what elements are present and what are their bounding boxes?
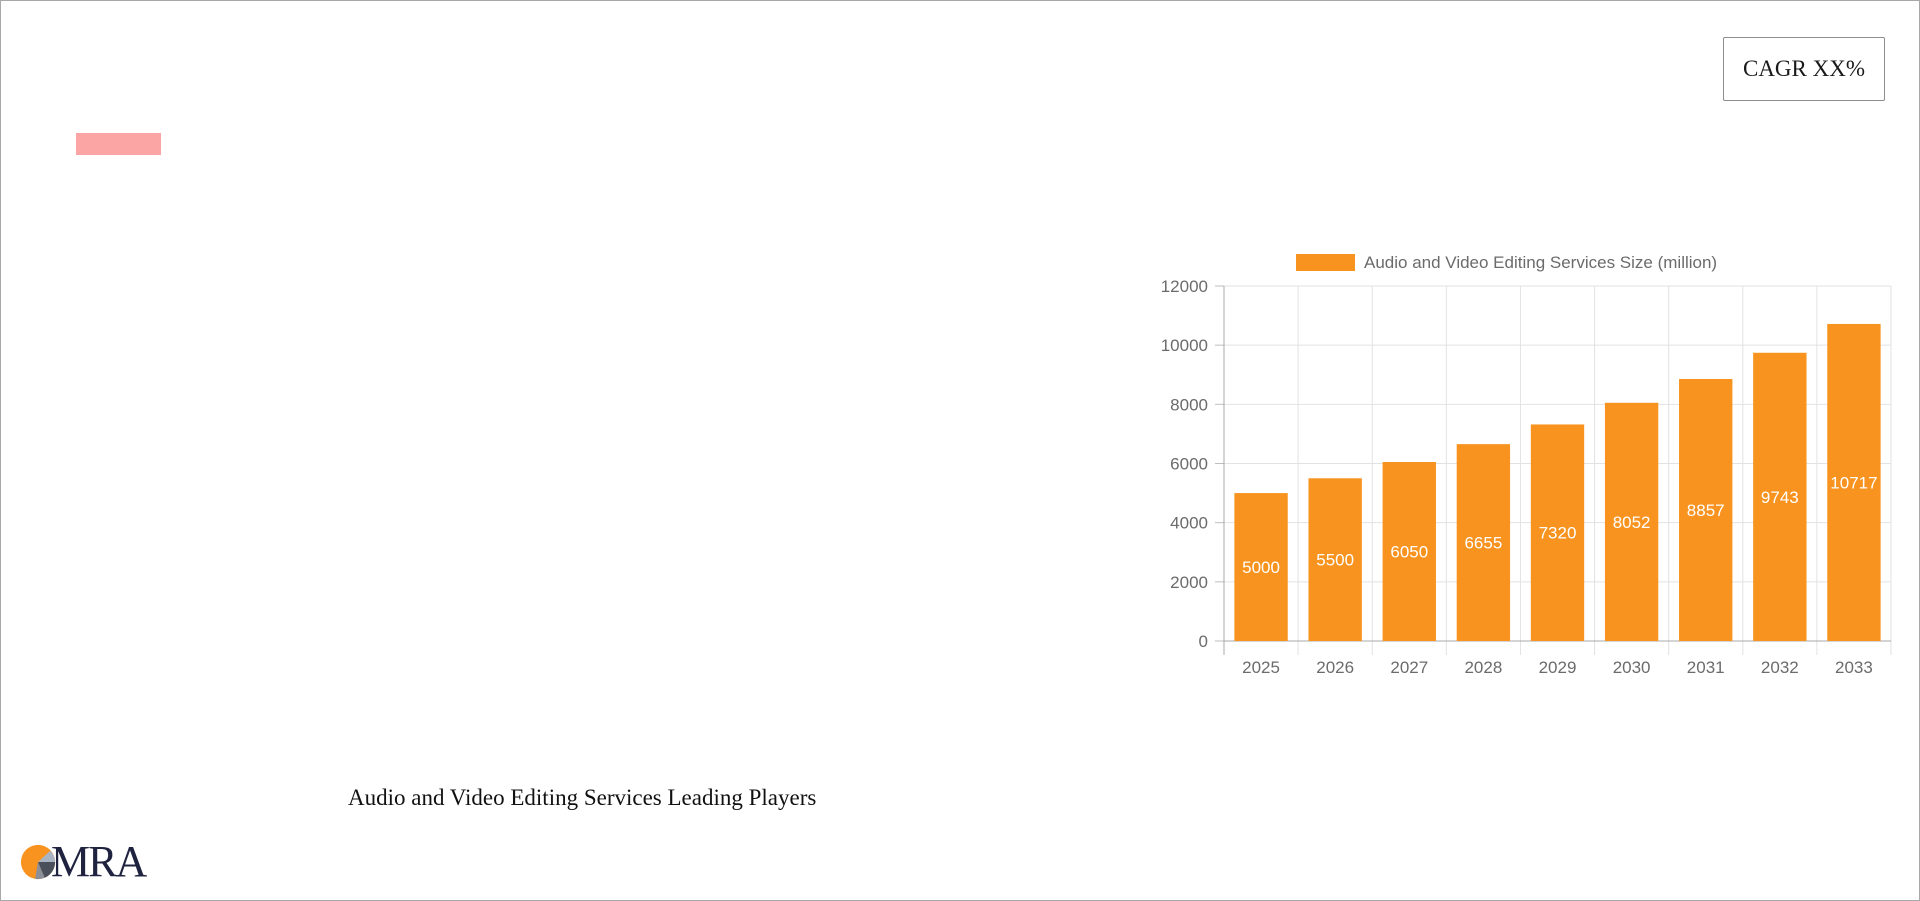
bar-value-label: 7320 xyxy=(1539,524,1577,543)
bar-value-label: 5000 xyxy=(1242,558,1280,577)
bar-value-label: 8052 xyxy=(1613,513,1651,532)
x-tick-label: 2031 xyxy=(1687,658,1725,677)
accent-bar xyxy=(76,133,161,155)
y-tick-label: 4000 xyxy=(1170,514,1208,533)
y-tick-label: 6000 xyxy=(1170,455,1208,474)
x-tick-label: 2029 xyxy=(1539,658,1577,677)
bar-2032 xyxy=(1753,352,1807,641)
y-tick-label: 12000 xyxy=(1161,277,1208,296)
x-tick-label: 2025 xyxy=(1242,658,1280,677)
bar-2031 xyxy=(1679,378,1733,641)
y-tick-label: 10000 xyxy=(1161,336,1208,355)
x-tick-label: 2026 xyxy=(1316,658,1354,677)
cagr-badge: CAGR XX% xyxy=(1723,37,1885,101)
mra-logo[interactable]: MRA xyxy=(19,839,159,885)
bar-2025 xyxy=(1234,493,1288,641)
bar-value-label: 9743 xyxy=(1761,488,1799,507)
logo-text: MRA xyxy=(51,837,147,886)
market-size-chart: 0 2000 4000 6000 8000 10000 12000 5000 2025 5500 2… xyxy=(1141,241,1901,696)
bar-value-label: 6655 xyxy=(1464,534,1502,553)
x-tick-label: 2030 xyxy=(1613,658,1651,677)
bar-2029 xyxy=(1530,424,1585,641)
bar-2027 xyxy=(1382,462,1436,641)
y-tick-label: 8000 xyxy=(1170,395,1208,414)
bar-value-label: 5500 xyxy=(1316,551,1354,570)
y-tick-label: 2000 xyxy=(1170,573,1208,592)
logo-pie-icon xyxy=(20,844,56,880)
bar-2030 xyxy=(1604,402,1659,641)
leading-players-title: Audio and Video Editing Services Leading… xyxy=(348,785,817,810)
bar-value-label: 6050 xyxy=(1390,543,1428,562)
bar-chart-svg: 0 2000 4000 6000 8000 10000 12000 5000 2025 5500 2… xyxy=(1161,253,1892,677)
bar-value-label: 8857 xyxy=(1687,501,1725,520)
bar-value-label: 10717 xyxy=(1830,473,1877,492)
x-tick-label: 2028 xyxy=(1464,658,1502,677)
legend-swatch xyxy=(1296,254,1355,271)
x-tick-label: 2032 xyxy=(1761,658,1799,677)
bar-2026 xyxy=(1308,478,1362,641)
x-tick-label: 2027 xyxy=(1390,658,1428,677)
x-tick-label: 2033 xyxy=(1835,658,1873,677)
legend-label: Audio and Video Editing Services Size (m… xyxy=(1364,253,1717,272)
bar-2028 xyxy=(1456,444,1511,641)
y-tick-label: 0 xyxy=(1199,632,1208,651)
bar-2033 xyxy=(1827,323,1881,641)
